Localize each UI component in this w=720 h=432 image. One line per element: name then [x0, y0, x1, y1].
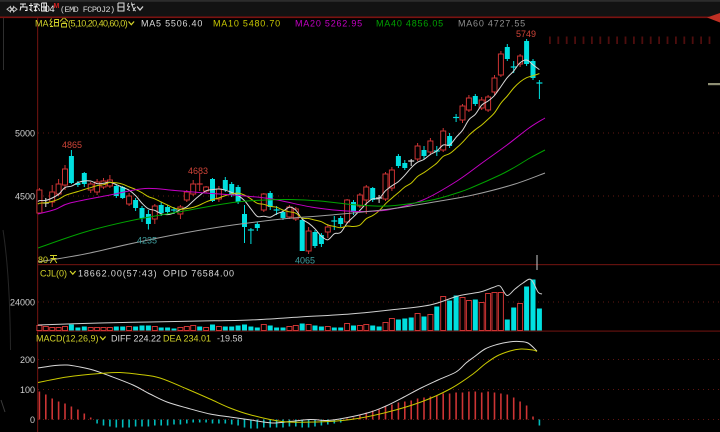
- svg-text:4683: 4683: [188, 166, 208, 176]
- svg-text:100: 100: [20, 385, 35, 395]
- svg-text:DIFF 224.22: DIFF 224.22: [111, 334, 161, 344]
- svg-text:MA60 4727.55: MA60 4727.55: [458, 19, 526, 29]
- svg-text:MA5 5506.40: MA5 5506.40: [141, 19, 203, 29]
- svg-text:5000: 5000: [15, 129, 35, 139]
- svg-text:5749: 5749: [516, 29, 536, 39]
- svg-text:200: 200: [20, 355, 35, 365]
- svg-text:MA: MA: [35, 19, 49, 29]
- svg-text:24000: 24000: [10, 298, 35, 308]
- svg-text:4500: 4500: [15, 192, 35, 202]
- svg-text:MA20 5262.95: MA20 5262.95: [295, 19, 363, 29]
- svg-text:(5,10,20,40,60,0): (5,10,20,40,60,0): [68, 19, 128, 29]
- svg-text:80: 80: [38, 255, 48, 265]
- svg-text:MACD(12,26,9): MACD(12,26,9): [36, 334, 99, 344]
- svg-text:OPID 76584.00: OPID 76584.00: [163, 269, 235, 279]
- svg-text:-19.58: -19.58: [217, 334, 243, 344]
- svg-text:MA40 4856.05: MA40 4856.05: [376, 19, 444, 29]
- svg-text:4235: 4235: [137, 236, 157, 246]
- svg-text:DEA 234.01: DEA 234.01: [163, 334, 211, 344]
- svg-text:(EMD FCPOJ2): (EMD FCPOJ2): [60, 5, 115, 15]
- svg-text:0: 0: [30, 415, 35, 425]
- svg-text:4865: 4865: [62, 140, 82, 150]
- svg-text:18662.00(57:43): 18662.00(57:43): [78, 269, 158, 279]
- svg-text:4065: 4065: [295, 256, 315, 266]
- svg-text:04: 04: [45, 4, 55, 15]
- svg-text:M: M: [54, 3, 60, 10]
- svg-text:CJL(0): CJL(0): [40, 269, 67, 279]
- svg-text:MA10 5480.70: MA10 5480.70: [213, 19, 281, 29]
